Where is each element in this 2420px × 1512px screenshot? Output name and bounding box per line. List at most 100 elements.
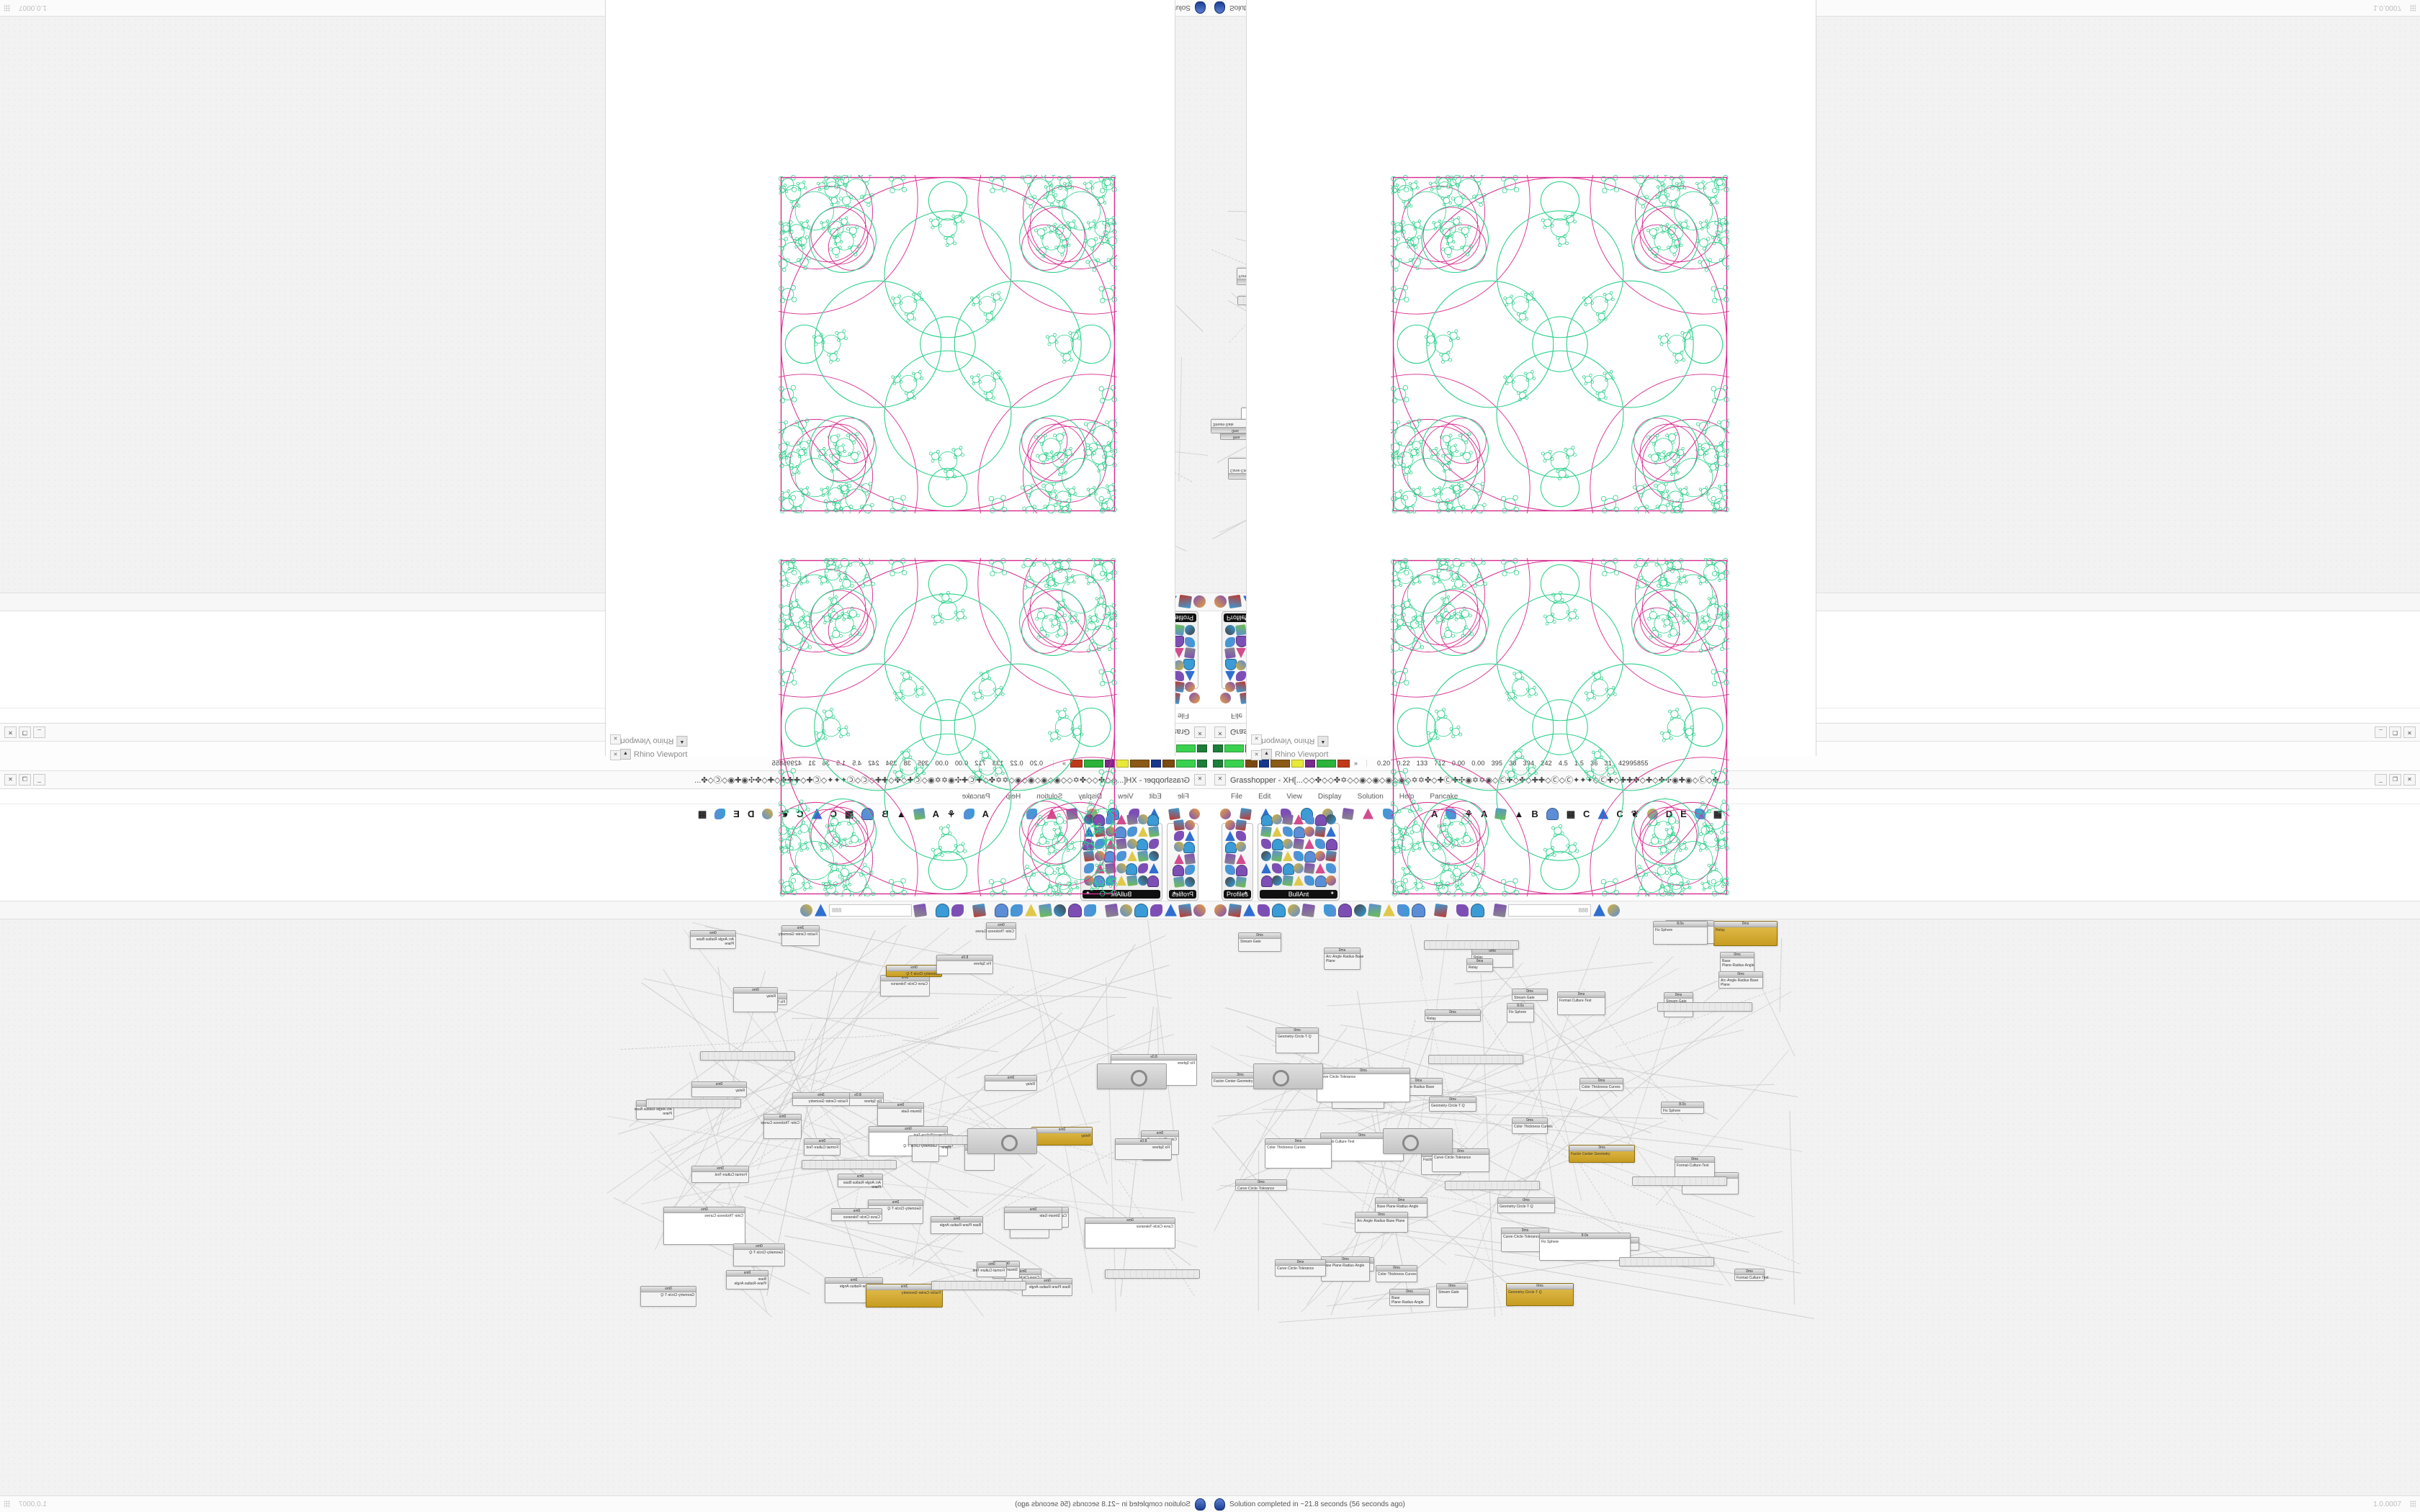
component-icon[interactable] [1283, 863, 1295, 875]
system-close-icon[interactable]: ✕ [1194, 726, 1206, 738]
minimize-button[interactable]: _ [33, 726, 45, 738]
layer-swatch[interactable] [1270, 759, 1290, 768]
preview-icon[interactable] [1258, 904, 1270, 917]
component-icon[interactable] [1147, 876, 1159, 887]
canvas-toolbar[interactable]: 888 [0, 901, 1210, 919]
maximize-button[interactable]: ❐ [19, 774, 31, 786]
component-icon[interactable] [1116, 838, 1127, 850]
split-icon[interactable] [972, 903, 987, 917]
component-icon[interactable] [1184, 853, 1196, 865]
component-icon[interactable] [1185, 625, 1195, 635]
shade-icon[interactable] [1178, 595, 1193, 609]
component-icon[interactable] [1125, 863, 1137, 875]
flame-icon[interactable] [951, 904, 964, 917]
component-icon[interactable] [1271, 850, 1283, 862]
palette-expand-icon[interactable]: ✦ [1243, 890, 1249, 896]
component-icon[interactable] [1236, 842, 1246, 852]
viewport-tab[interactable]: ▲ Rhino Viewport [620, 736, 688, 747]
minimize-button[interactable]: _ [33, 774, 45, 786]
component-icon[interactable] [1294, 814, 1304, 824]
viewport-tab[interactable]: ▲ Rhino Viewport [1261, 749, 1328, 760]
minimize-button[interactable]: _ [2375, 774, 2387, 786]
number-slider[interactable] [1445, 1181, 1540, 1190]
palette-grid[interactable] [1169, 819, 1196, 888]
component-icon[interactable] [1272, 827, 1283, 837]
zoom-icon[interactable] [1367, 903, 1382, 917]
component-icon[interactable] [1185, 637, 1195, 647]
tab-letter[interactable]: B [1531, 808, 1538, 819]
component-icon[interactable] [1294, 876, 1304, 886]
component-icon[interactable] [1304, 839, 1315, 849]
palette-bullant[interactable]: BullAnt✦ [1258, 814, 1340, 901]
layer-swatch[interactable] [1197, 759, 1207, 768]
component-icon[interactable] [1137, 814, 1148, 824]
component-icon[interactable] [1304, 827, 1315, 837]
layer-swatch[interactable] [1151, 759, 1161, 768]
tab-glyph-icon[interactable] [1342, 807, 1354, 820]
render-icon[interactable] [1243, 904, 1255, 917]
tab-letter[interactable]: ▦ [1566, 808, 1575, 819]
component-icon[interactable] [1185, 865, 1195, 875]
tab-letter[interactable]: D [747, 808, 755, 819]
tab-glyph-icon[interactable] [1546, 807, 1559, 820]
system-close-icon[interactable]: ✕ [1194, 774, 1206, 786]
grasshopper-title-bar[interactable]: ✕ Grasshopper - XH[...◇◇✤◇◇✤✡◇◇◉◇◉◇◉◇◉◇✡… [1210, 771, 2420, 789]
tab-glyph-icon[interactable] [714, 808, 726, 819]
menu-item-pancake[interactable]: Pancake [1430, 792, 1458, 801]
menu-item-file[interactable]: File [1231, 792, 1243, 801]
view-icon[interactable] [1214, 595, 1227, 608]
component-icon[interactable] [1183, 842, 1195, 853]
mesh-icon[interactable] [1134, 903, 1148, 917]
close-button[interactable]: ✕ [2403, 774, 2416, 786]
component-icon[interactable] [1174, 842, 1184, 852]
component-icon[interactable] [1173, 819, 1185, 831]
component-icon[interactable] [1138, 827, 1148, 837]
component-icon[interactable] [1174, 660, 1184, 670]
palette-profiles[interactable]: Profiles✦ [1222, 819, 1254, 901]
tab-glyph-icon[interactable] [1220, 693, 1231, 704]
component-icon[interactable] [1235, 819, 1247, 831]
maximize-button[interactable]: ❐ [2389, 774, 2401, 786]
menu-item-solution[interactable]: Solution [1357, 792, 1384, 801]
shade-icon[interactable] [1227, 595, 1242, 609]
tab-glyph-icon[interactable] [1220, 808, 1231, 819]
component-icon[interactable] [1304, 851, 1317, 863]
number-slider[interactable] [646, 1099, 741, 1108]
dial-knob-icon[interactable] [1273, 1070, 1289, 1086]
component-icon[interactable] [1293, 838, 1304, 850]
component-icon[interactable] [1147, 814, 1159, 826]
eye-icon[interactable] [936, 903, 949, 917]
component-icon[interactable] [1225, 842, 1237, 853]
component-icon[interactable] [1304, 814, 1315, 824]
component-icon[interactable] [1326, 876, 1337, 886]
component-icon[interactable] [1315, 851, 1326, 861]
tab-letter[interactable]: E [1680, 808, 1687, 819]
component-icon[interactable] [1326, 827, 1337, 837]
cha-icon[interactable] [1010, 904, 1023, 917]
component-icon[interactable] [1185, 820, 1195, 830]
resize-grip[interactable] [4, 4, 10, 12]
component-icon[interactable] [1148, 839, 1159, 849]
